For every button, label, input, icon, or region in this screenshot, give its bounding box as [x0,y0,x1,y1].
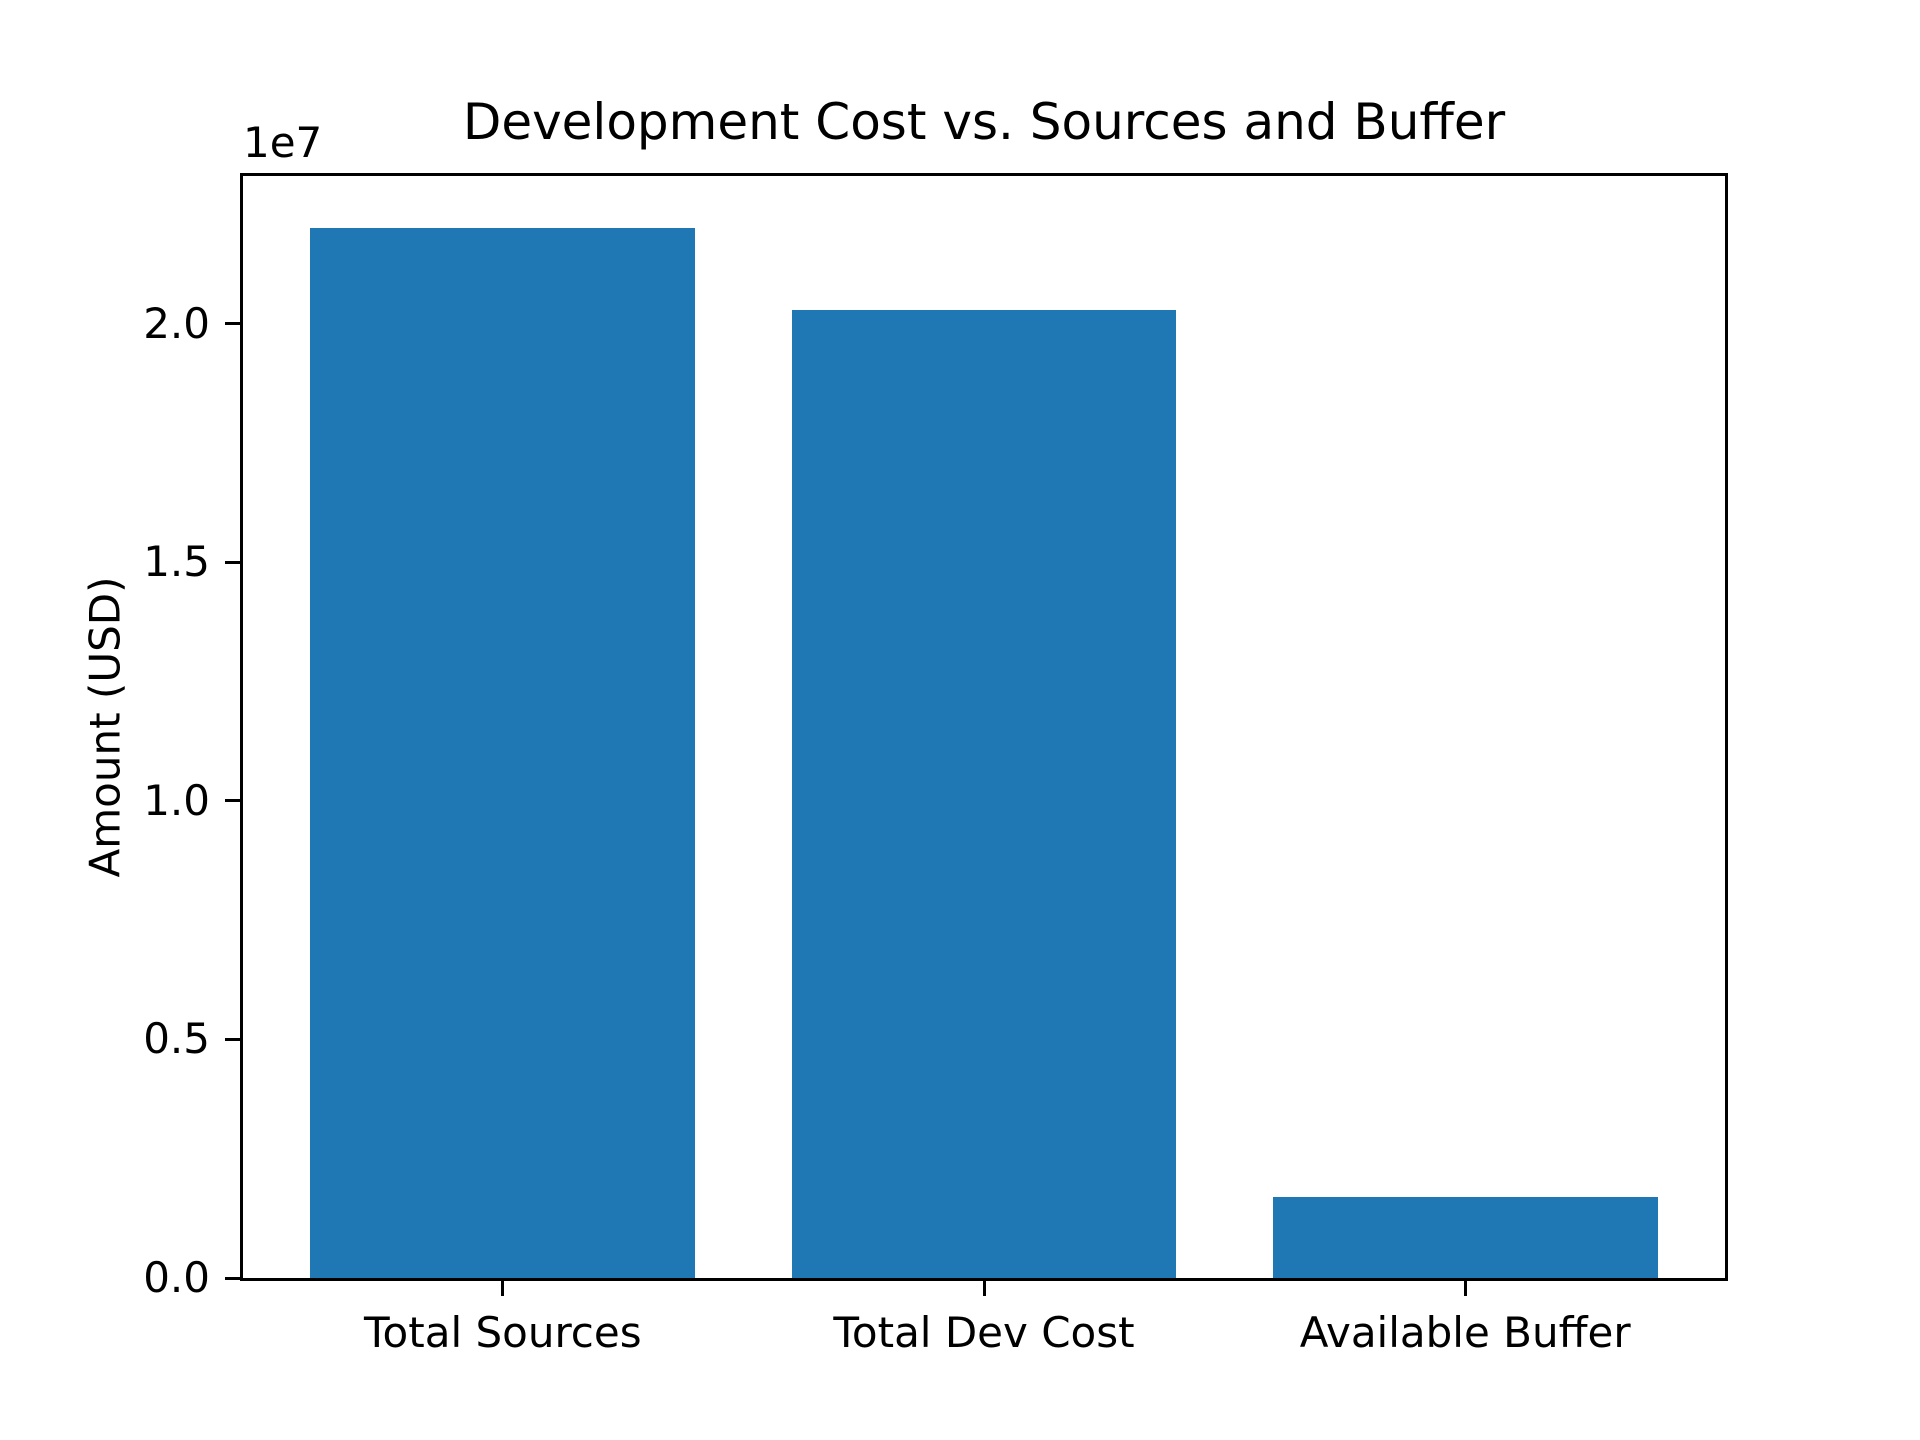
y-tick-label: 1.5 [143,537,210,587]
plot-area [240,173,1728,1281]
x-tick-label-total-sources: Total Sources [364,1308,642,1357]
x-tick-mark [982,1281,986,1296]
x-tick-label-total-dev-cost: Total Dev Cost [833,1308,1135,1357]
y-tick-label: 1.0 [143,775,210,825]
chart-title: Development Cost vs. Sources and Buffer [462,93,1506,151]
y-tick-mark [225,560,240,564]
x-tick-label-available-buffer: Available Buffer [1299,1308,1631,1357]
bar-total-sources [310,228,696,1278]
y-tick-label: 0.5 [143,1014,210,1064]
y-tick-mark [225,1037,240,1041]
bar-total-dev-cost [791,309,1177,1278]
y-tick-mark [225,1276,240,1280]
y-axis-label: Amount (USD) [80,576,130,878]
y-tick-label: 0.0 [143,1253,210,1302]
bar-available-buffer [1272,1196,1658,1278]
y-tick-mark [225,322,240,326]
y-axis-offset-label: 1e7 [243,118,323,167]
x-tick-mark [501,1281,505,1296]
y-tick-label: 2.0 [143,298,210,348]
x-tick-mark [1463,1281,1467,1296]
y-tick-mark [225,799,240,803]
